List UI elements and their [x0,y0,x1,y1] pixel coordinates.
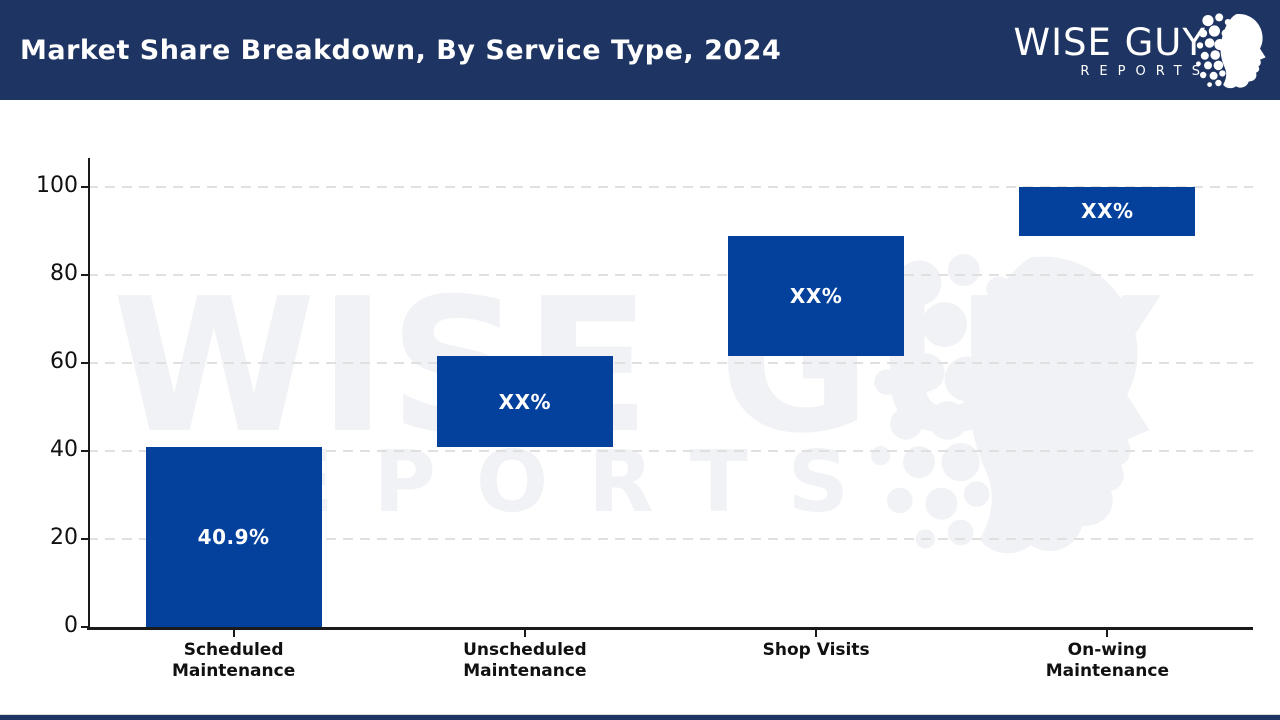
y-axis-tickmark [81,626,88,628]
y-axis-tick-label: 0 [64,613,78,638]
footer-bar [0,714,1280,720]
x-axis-line [87,627,1253,630]
category-label: Scheduled Maintenance [84,640,384,682]
y-axis-tick-label: 80 [50,261,78,286]
category-label-line: Maintenance [1045,661,1169,681]
bar-value-label: XX% [789,284,843,309]
x-axis-tickmark [815,630,818,637]
gridline-100 [88,186,1253,188]
y-axis-tickmark [81,362,88,364]
y-axis-tick-label: 20 [50,525,78,550]
y-axis-tick-label: 40 [50,437,78,462]
y-axis-tickmark [81,186,88,188]
y-axis-tick-label: 60 [50,349,78,374]
bar-value-label: 40.9% [197,525,270,549]
category-label: On-wing Maintenance [957,640,1257,682]
category-label-line: Unscheduled [463,640,587,660]
brand-subtitle: REPORTS [1080,64,1210,79]
y-axis-tick-label: 100 [36,173,78,198]
category-label-line: Maintenance [463,661,587,681]
header-bar: Market Share Breakdown, By Service Type,… [0,0,1280,100]
gridline-20 [88,538,1253,540]
bar-shop-visits: XX% [728,235,905,357]
x-axis-tickmark [1106,630,1109,637]
gridline-60 [88,362,1253,364]
bar-on-wing-maintenance: XX% [1019,187,1196,236]
category-label: Unscheduled Maintenance [375,640,675,682]
brand-name: WISE GUY [1013,21,1206,64]
y-axis-line [88,158,90,629]
bar-value-label: XX% [1081,199,1134,224]
bar-scheduled-maintenance: 40.9% [145,447,322,627]
brand-logo-text: WISE GUY REPORTS [1013,21,1206,80]
page-title: Market Share Breakdown, By Service Type,… [20,34,782,66]
y-axis-tickmark [81,450,88,452]
category-label-line: On-wing [1067,640,1148,660]
brand-logo: WISE GUY REPORTS [1014,6,1272,96]
category-label: Shop Visits [666,640,966,661]
bar-value-label: XX% [498,389,552,414]
x-axis-tickmark [232,630,235,637]
category-label-line: Scheduled [183,640,284,660]
x-axis-tickmark [523,630,526,637]
gridline-80 [88,274,1253,276]
gridline-40 [88,450,1253,452]
category-label-line: Maintenance [171,661,296,681]
y-axis-tickmark [81,274,88,276]
category-label-line: Shop Visits [762,640,870,660]
bar-unscheduled-maintenance: XX% [436,356,613,448]
y-axis-tickmark [81,538,88,540]
